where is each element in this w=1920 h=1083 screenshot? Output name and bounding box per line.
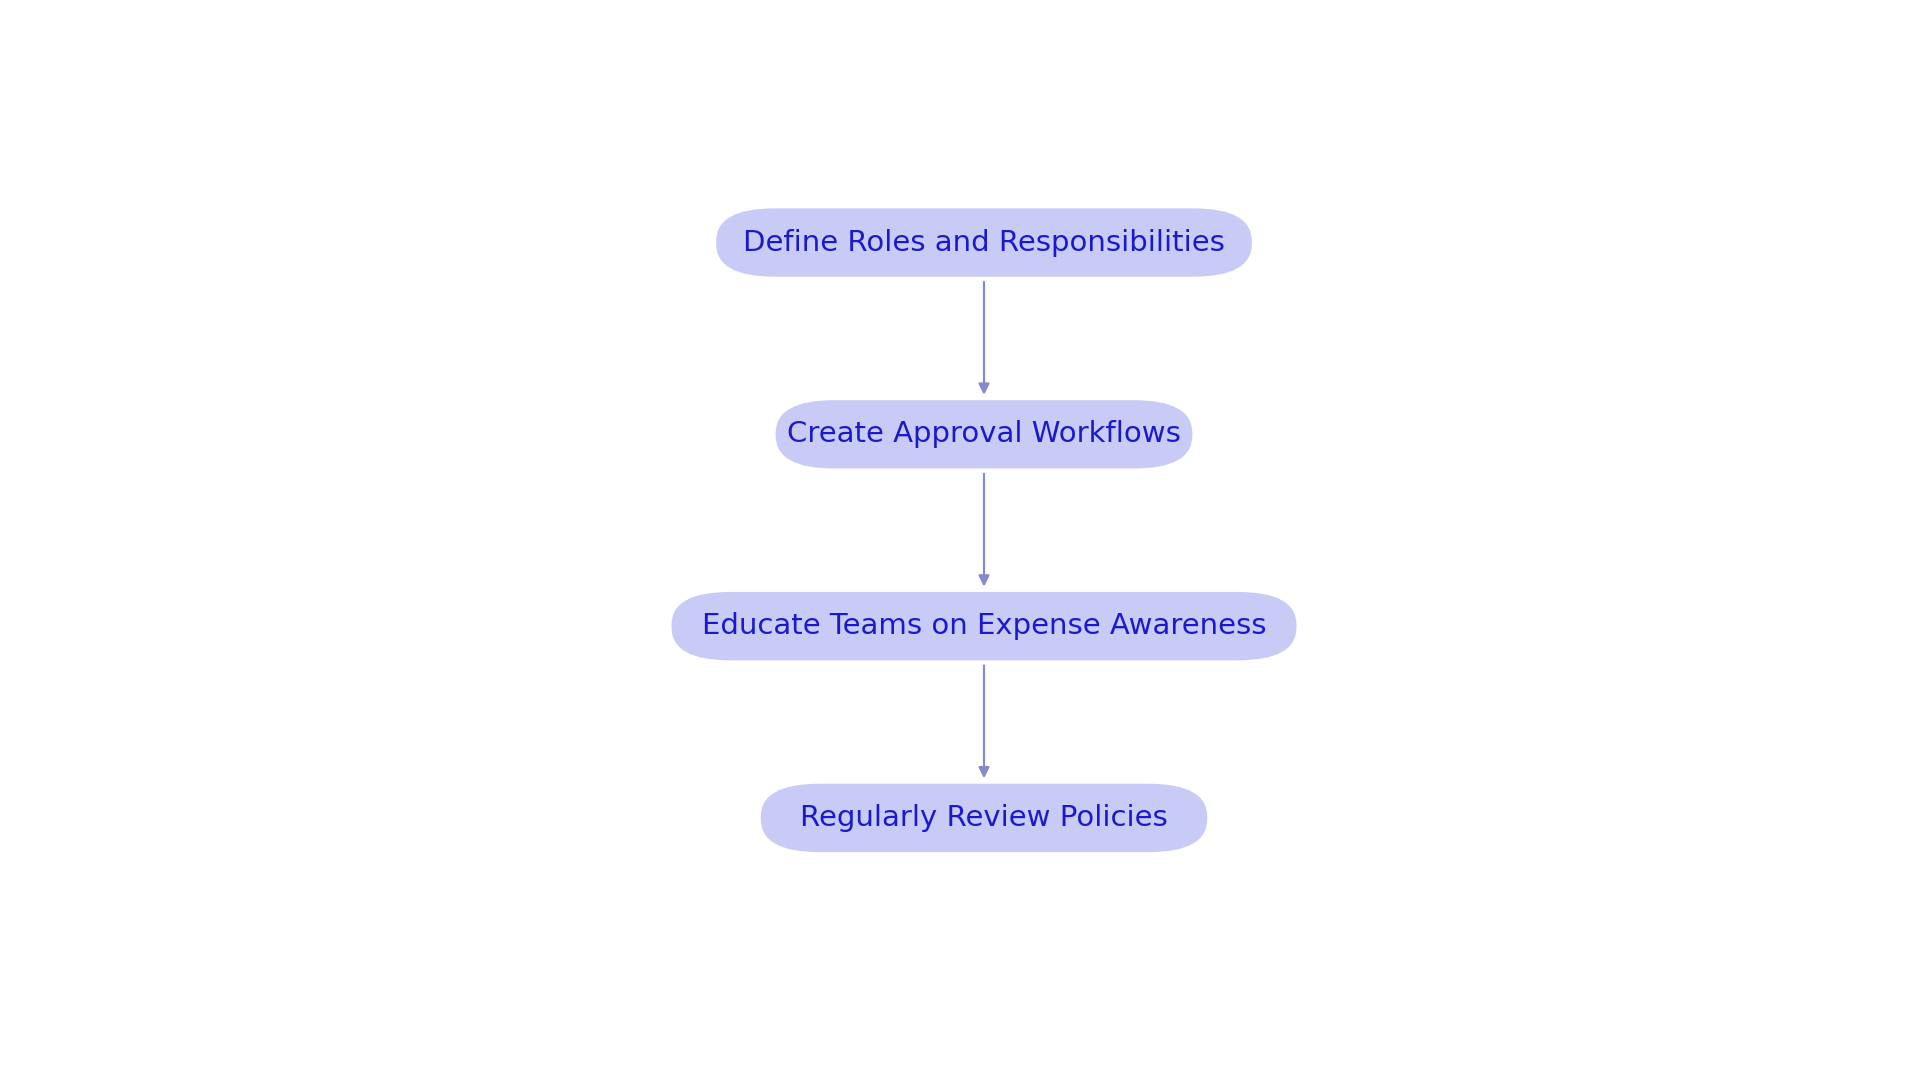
Text: Regularly Review Policies: Regularly Review Policies bbox=[801, 804, 1167, 832]
Text: Define Roles and Responsibilities: Define Roles and Responsibilities bbox=[743, 229, 1225, 257]
FancyBboxPatch shape bbox=[672, 592, 1296, 661]
FancyBboxPatch shape bbox=[776, 400, 1192, 469]
Text: Create Approval Workflows: Create Approval Workflows bbox=[787, 420, 1181, 448]
FancyBboxPatch shape bbox=[760, 784, 1208, 852]
Text: Educate Teams on Expense Awareness: Educate Teams on Expense Awareness bbox=[701, 612, 1267, 640]
FancyBboxPatch shape bbox=[716, 208, 1252, 277]
